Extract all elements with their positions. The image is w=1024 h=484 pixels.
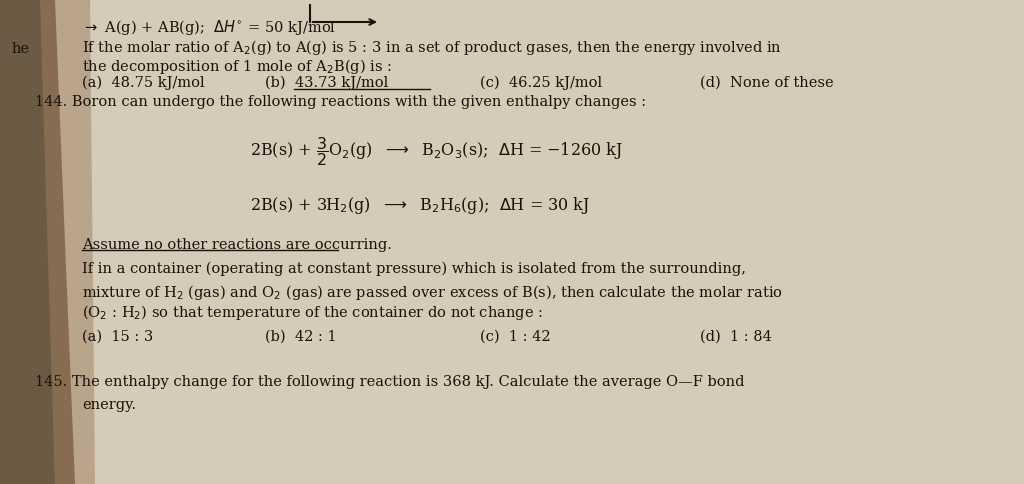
Text: (a)  48.75 kJ/mol: (a) 48.75 kJ/mol [82,76,205,91]
Text: Assume no other reactions are occurring.: Assume no other reactions are occurring. [82,238,392,252]
Text: energy.: energy. [82,398,136,412]
Polygon shape [0,0,75,484]
Polygon shape [40,0,95,484]
Text: $\rightarrow$ A(g) + AB(g);  $\Delta H^{\circ}$ = 50 kJ/mol: $\rightarrow$ A(g) + AB(g); $\Delta H^{\… [82,18,336,37]
Text: If in a container (operating at constant pressure) which is isolated from the su: If in a container (operating at constant… [82,262,746,276]
Text: (d)  None of these: (d) None of these [700,76,834,90]
Text: 144. Boron can undergo the following reactions with the given enthalpy changes :: 144. Boron can undergo the following rea… [35,95,646,109]
Text: 145. The enthalpy change for the following reaction is 368 kJ. Calculate the ave: 145. The enthalpy change for the followi… [35,375,744,389]
Text: (b)  42 : 1: (b) 42 : 1 [265,330,337,344]
Text: If the molar ratio of A$_2$(g) to A(g) is 5 : 3 in a set of product gases, then : If the molar ratio of A$_2$(g) to A(g) i… [82,38,782,57]
Text: mixture of H$_2$ (gas) and O$_2$ (gas) are passed over excess of B(s), then calc: mixture of H$_2$ (gas) and O$_2$ (gas) a… [82,283,782,302]
Text: (b)  43.73 kJ/mol: (b) 43.73 kJ/mol [265,76,388,91]
Text: (c)  46.25 kJ/mol: (c) 46.25 kJ/mol [480,76,602,91]
Text: 2B(s) + 3H$_2$(g)  $\longrightarrow$  B$_2$H$_6$(g);  $\Delta$H = 30 kJ: 2B(s) + 3H$_2$(g) $\longrightarrow$ B$_2… [250,195,590,216]
Text: the decomposition of 1 mole of A$_2$B(g) is :: the decomposition of 1 mole of A$_2$B(g)… [82,57,391,76]
Text: (a)  15 : 3: (a) 15 : 3 [82,330,154,344]
Text: 2B(s) + $\dfrac{3}{2}$O$_2$(g)  $\longrightarrow$  B$_2$O$_3$(s);  $\Delta$H = $: 2B(s) + $\dfrac{3}{2}$O$_2$(g) $\longrig… [250,135,623,168]
Text: he: he [12,42,30,56]
Text: (c)  1 : 42: (c) 1 : 42 [480,330,551,344]
Text: (d)  1 : 84: (d) 1 : 84 [700,330,772,344]
Text: (O$_2$ : H$_2$) so that temperature of the container do not change :: (O$_2$ : H$_2$) so that temperature of t… [82,303,543,322]
